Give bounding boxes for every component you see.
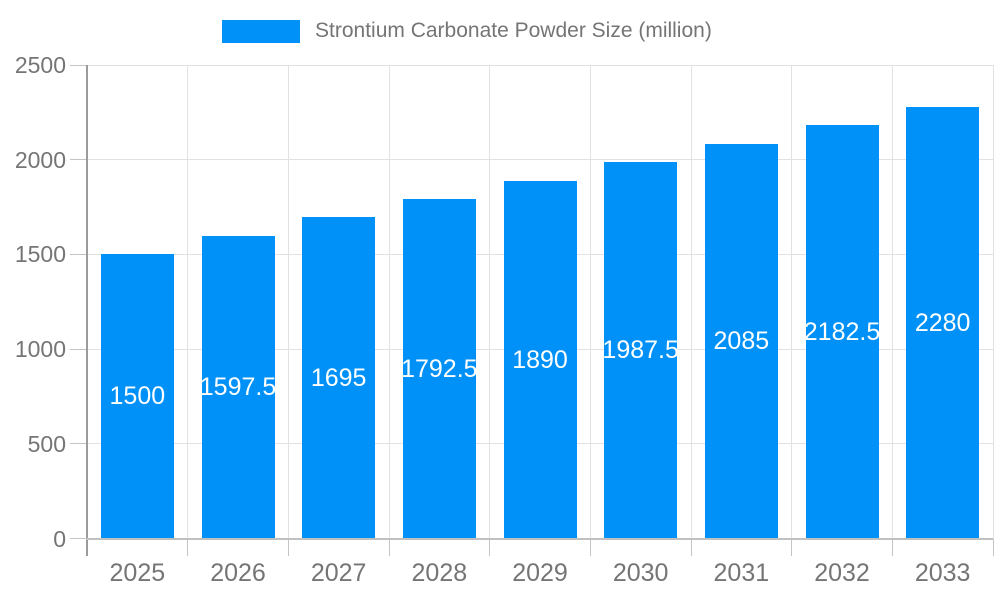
x-axis-line	[85, 537, 993, 540]
bar-value-label: 1987.5	[602, 336, 679, 365]
x-axis-tick	[690, 538, 692, 556]
x-axis-tick-label: 2032	[814, 559, 870, 587]
legend-label: Strontium Carbonate Powder Size (million…	[315, 19, 712, 42]
bar-value-label: 2182.5	[803, 317, 881, 346]
x-gridline	[589, 65, 591, 539]
x-gridline	[891, 65, 893, 539]
x-axis-tick	[589, 538, 591, 556]
y-gridline	[87, 64, 993, 66]
bar-value-label: 2085	[713, 327, 770, 356]
bar-value-label: 1695	[310, 363, 367, 392]
legend-swatch-icon	[222, 19, 300, 43]
y-axis-tick-label: 500	[27, 430, 66, 457]
y-axis-tick	[70, 64, 87, 66]
y-gridline	[87, 159, 993, 161]
bar-value-label: 2280	[914, 308, 971, 337]
x-axis-tick-label: 2026	[210, 559, 266, 587]
x-axis-tick-label: 2033	[914, 559, 971, 587]
x-axis-tick-label: 2030	[612, 559, 669, 587]
bar-2025[interactable]	[100, 254, 174, 539]
bar-value-label: 1500	[109, 382, 166, 411]
bar-2028[interactable]	[402, 199, 476, 539]
bar-value-label: 1890	[512, 345, 568, 374]
bar-value-label: 1597.5	[199, 373, 277, 402]
y-axis-tick	[70, 159, 87, 161]
x-axis-tick	[891, 538, 893, 556]
x-axis-tick	[791, 538, 793, 556]
x-gridline	[690, 65, 692, 539]
y-axis-tick	[70, 253, 87, 255]
x-axis-tick-label: 2029	[512, 559, 568, 587]
y-axis-tick	[70, 348, 87, 350]
y-axis-tick	[70, 443, 87, 445]
y-axis-tick-label: 1000	[14, 336, 66, 363]
bar-2029[interactable]	[503, 180, 577, 539]
bar-2030[interactable]	[604, 162, 678, 539]
x-axis-tick-label: 2027	[310, 559, 367, 587]
y-axis-tick	[70, 538, 87, 539]
y-axis-tick-label: 2500	[14, 52, 66, 78]
bar-2033[interactable]	[906, 106, 980, 539]
x-axis-tick	[187, 538, 189, 556]
x-axis-tick	[388, 538, 390, 556]
x-axis-tick	[287, 538, 289, 556]
x-axis-tick-label: 2031	[713, 559, 770, 587]
bar-value-label: 1792.5	[401, 354, 478, 383]
bar-2032[interactable]	[805, 125, 879, 539]
x-axis-tick-label: 2028	[411, 559, 468, 587]
x-gridline	[489, 65, 491, 539]
x-gridline	[992, 65, 994, 539]
x-axis-tick	[489, 538, 491, 556]
x-gridline	[187, 65, 189, 539]
x-axis-tick-label: 2025	[109, 559, 166, 587]
x-axis-tick	[992, 538, 994, 556]
bar-2027[interactable]	[302, 217, 376, 539]
y-axis-line	[85, 65, 88, 556]
y-axis-tick-label: 1500	[14, 241, 66, 268]
legend-item[interactable]: Strontium Carbonate Powder Size (million…	[222, 18, 712, 44]
y-axis-tick-label: 2000	[14, 146, 66, 173]
x-gridline	[388, 65, 390, 539]
y-axis-tick-label: 0	[53, 525, 66, 552]
bar-2031[interactable]	[704, 143, 778, 539]
bar-2026[interactable]	[201, 235, 275, 539]
x-gridline	[287, 65, 289, 539]
x-gridline	[791, 65, 793, 539]
